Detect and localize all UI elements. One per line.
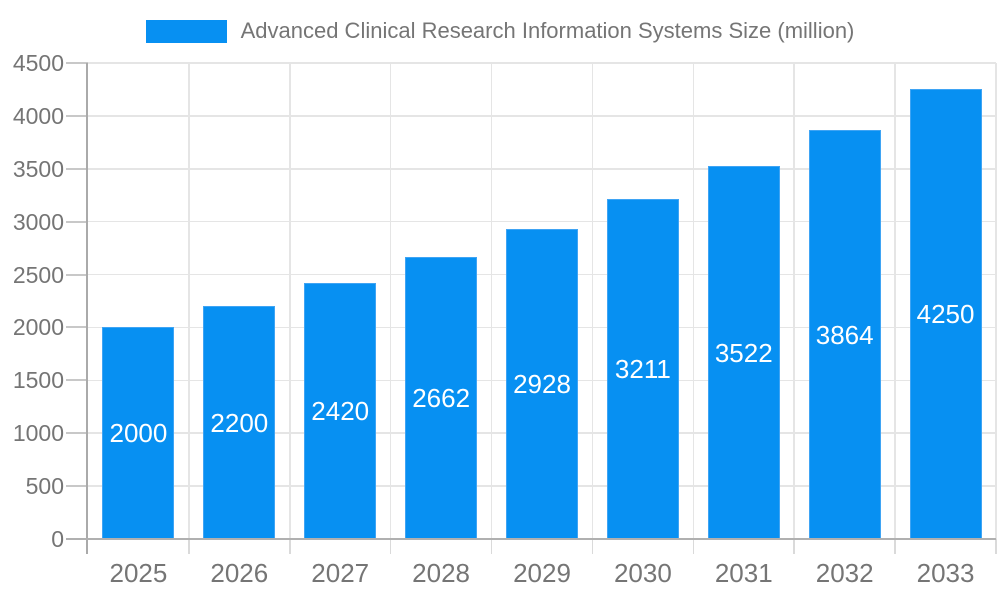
x-axis-label: 2030	[613, 558, 672, 588]
x-grid-line	[793, 63, 795, 539]
bar-2026[interactable]: 2200	[203, 306, 276, 539]
x-grid-line	[692, 63, 695, 539]
bar-value-label: 3522	[714, 337, 773, 368]
y-axis-label: 2000	[12, 314, 64, 341]
y-axis-tick	[66, 485, 88, 488]
x-axis-label: 2027	[311, 558, 370, 588]
x-axis-tick	[692, 539, 695, 554]
bar-2032[interactable]: 3864	[808, 130, 881, 539]
x-axis-tick	[188, 539, 190, 554]
x-axis-label: 2025	[109, 558, 168, 588]
plot-area: 2000 2200 2420 2662 2928 3211 3522 3864 4250	[88, 62, 997, 539]
x-grid-line	[995, 63, 997, 539]
y-axis-label: 2500	[12, 261, 64, 288]
x-grid-line	[591, 63, 594, 539]
y-axis-label: 4000	[12, 102, 64, 129]
bar-2029[interactable]: 2928	[506, 229, 578, 539]
x-axis-tick	[389, 539, 392, 554]
y-axis-tick	[66, 379, 88, 382]
x-axis-label: 2032	[815, 558, 874, 588]
bar-value-label: 4250	[916, 299, 975, 330]
y-axis-label: 1500	[12, 367, 64, 394]
bar-2025[interactable]: 2000	[102, 327, 175, 539]
x-axis-tick	[591, 539, 594, 554]
y-grid-line	[88, 62, 996, 64]
x-axis-tick	[793, 539, 795, 554]
bar-value-label: 3211	[614, 354, 671, 385]
x-grid-line	[894, 63, 896, 539]
x-axis-label: 2028	[412, 558, 471, 588]
x-axis-tick	[289, 539, 291, 554]
x-grid-line	[289, 63, 291, 539]
y-axis-label: 3500	[12, 155, 64, 182]
y-grid-line	[88, 115, 996, 117]
x-grid-line	[389, 63, 392, 539]
bar-value-label: 2000	[109, 418, 168, 449]
x-axis-label: 2029	[513, 558, 571, 588]
x-grid-line	[188, 63, 190, 539]
y-axis-label: 500	[25, 473, 64, 500]
y-axis-label: 0	[51, 526, 64, 552]
y-axis-tick	[66, 167, 88, 170]
x-axis-label: 2033	[916, 558, 975, 588]
bar-2030[interactable]: 3211	[606, 199, 679, 539]
x-grid-line	[490, 63, 493, 539]
bar-2031[interactable]: 3522	[707, 166, 780, 539]
x-axis-tick	[490, 539, 493, 554]
x-axis-tick	[894, 539, 896, 554]
y-axis-tick	[66, 538, 88, 540]
x-axis-tick	[995, 539, 997, 554]
y-axis-tick	[66, 273, 88, 276]
y-axis-tick	[66, 114, 88, 117]
bar-value-label: 2200	[210, 407, 269, 438]
y-axis-tick	[66, 62, 88, 64]
y-axis-tick	[66, 220, 88, 223]
bar-value-label: 2420	[311, 396, 370, 427]
y-axis-tick	[66, 326, 88, 329]
y-axis-tick	[66, 432, 88, 435]
y-grid-line	[88, 220, 996, 223]
bar-value-label: 2928	[513, 369, 571, 400]
y-axis-label: 3000	[12, 208, 64, 235]
bar-2033[interactable]: 4250	[909, 89, 982, 539]
x-axis-label: 2026	[210, 558, 269, 588]
y-axis-label: 1000	[12, 420, 64, 447]
bar-2027[interactable]: 2420	[304, 283, 377, 539]
y-grid-line	[88, 168, 996, 170]
legend-label: Advanced Clinical Research Information S…	[240, 18, 855, 43]
bar-2028[interactable]: 2662	[405, 257, 478, 539]
bar-value-label: 3864	[815, 319, 874, 350]
legend-item[interactable]: Advanced Clinical Research Information S…	[0, 17, 1000, 45]
x-axis-label: 2031	[714, 558, 773, 588]
bar-value-label: 2662	[412, 383, 471, 414]
y-axis-label: 4500	[12, 50, 64, 76]
legend-swatch	[145, 19, 227, 43]
